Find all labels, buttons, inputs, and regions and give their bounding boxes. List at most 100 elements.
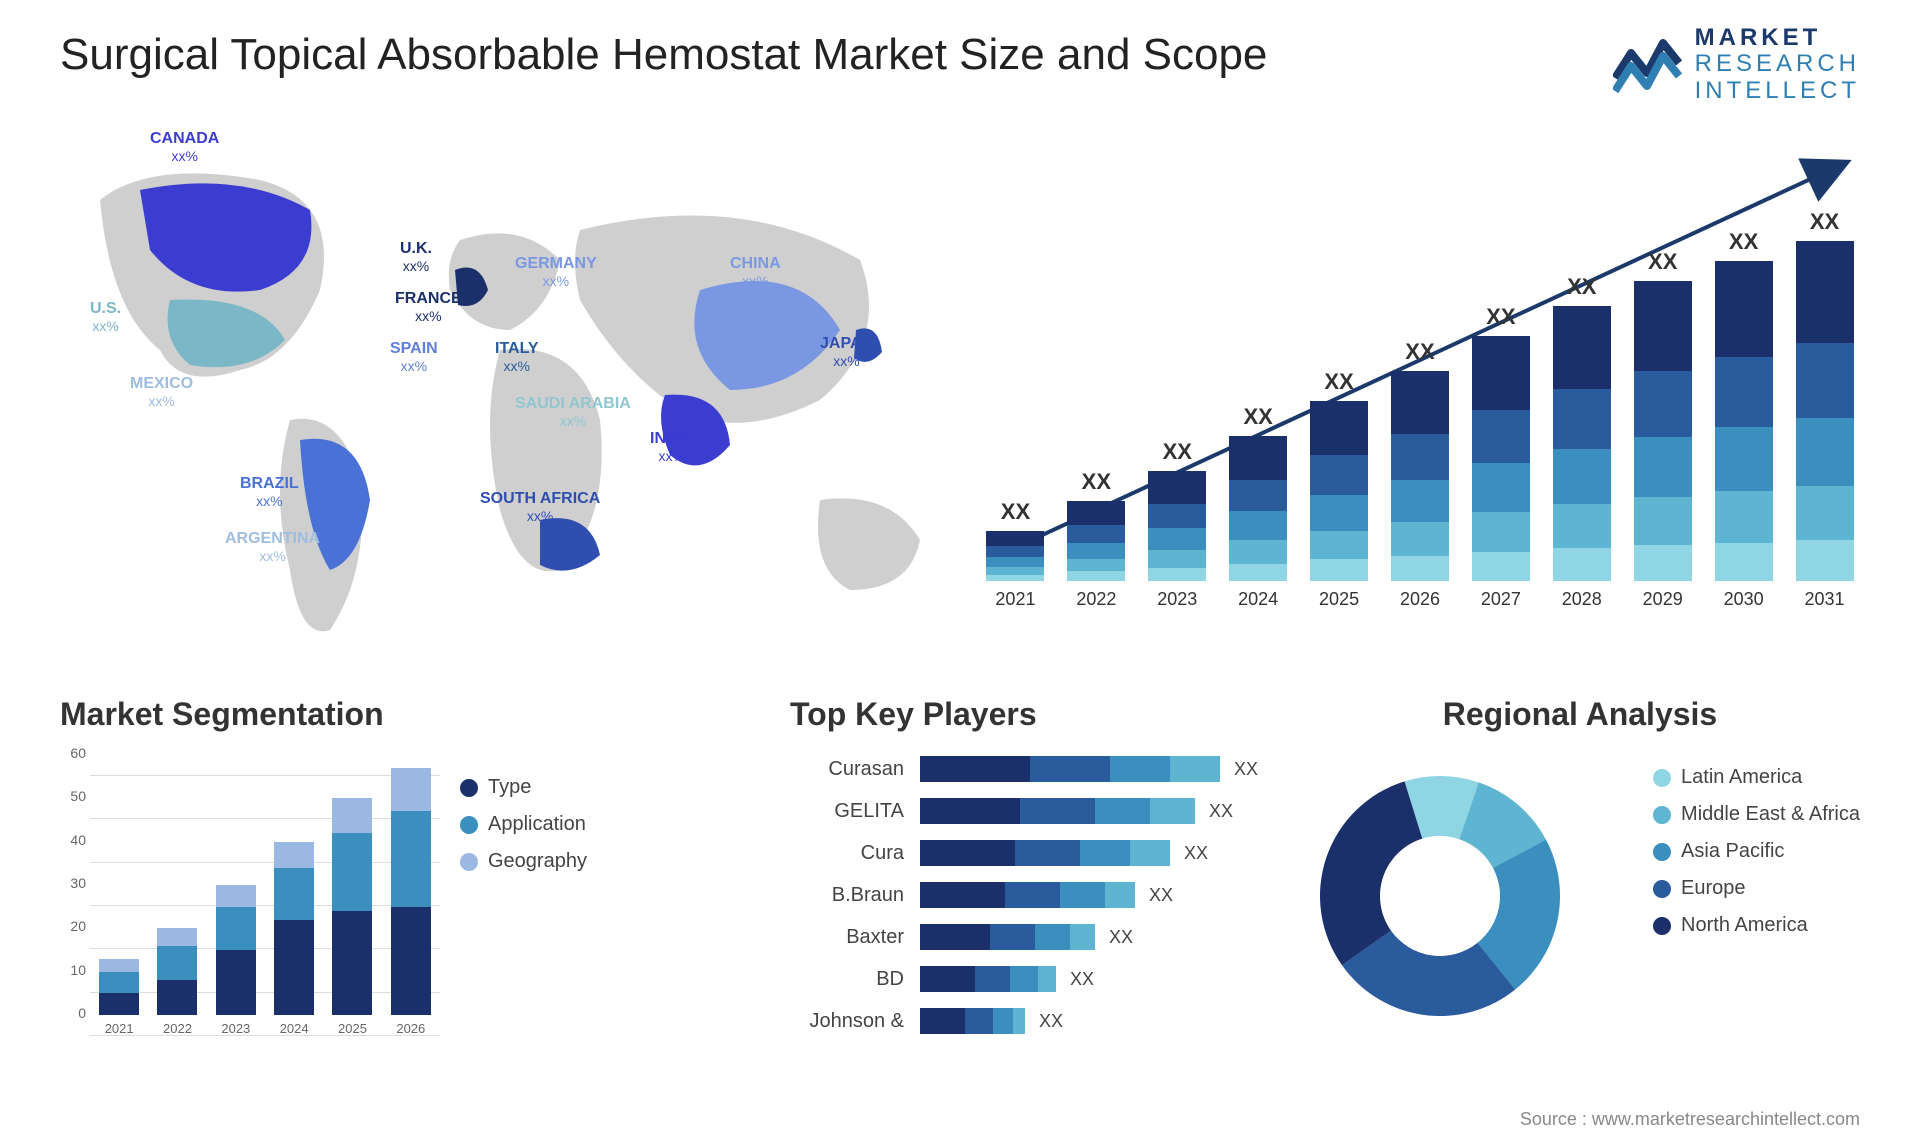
seg-ytick: 50 [70, 788, 86, 804]
country-label: MEXICOxx% [130, 375, 193, 409]
main-bar-group: XX2028 [1546, 274, 1617, 610]
country-label: U.K.xx% [400, 240, 432, 274]
key-player-value: XX [1070, 969, 1094, 990]
legend-item: Application [460, 813, 587, 836]
world-map: CANADAxx%U.S.xx%MEXICOxx%BRAZILxx%ARGENT… [60, 140, 960, 660]
seg-bar-segment [391, 768, 431, 811]
legend-label: Type [488, 776, 531, 799]
legend-swatch-icon [460, 779, 478, 797]
kp-bar-segment [1150, 798, 1195, 824]
kp-bar-segment [1010, 966, 1038, 992]
main-growth-chart: XX2021XX2022XX2023XX2024XX2025XX2026XX20… [980, 150, 1860, 650]
main-bar-group: XX2023 [1142, 439, 1213, 610]
country-label: CHINAxx% [730, 255, 781, 289]
seg-bar-group: 2025 [329, 798, 375, 1036]
bar-segment [1715, 543, 1773, 581]
kp-bar-segment [990, 924, 1035, 950]
legend-item: North America [1653, 914, 1860, 937]
bar-segment [1634, 545, 1692, 581]
bar-segment [1067, 501, 1125, 525]
bar-segment [1067, 543, 1125, 559]
kp-bar-segment [920, 756, 1030, 782]
segmentation-title: Market Segmentation [60, 696, 660, 733]
main-bar-group: XX2022 [1061, 469, 1132, 610]
kp-bar-segment [1005, 882, 1060, 908]
bar-segment [986, 546, 1044, 557]
legend-label: Europe [1681, 877, 1746, 900]
main-bar-value: XX [1567, 274, 1596, 300]
bar-segment [1229, 564, 1287, 581]
key-player-row: Johnson &XX [790, 1005, 1350, 1037]
bar-segment [1715, 491, 1773, 542]
seg-bar-group: 2022 [154, 928, 200, 1036]
bar-segment [1796, 343, 1854, 418]
seg-ytick: 40 [70, 832, 86, 848]
seg-bar-segment [391, 907, 431, 1015]
key-player-row: CuraXX [790, 837, 1350, 869]
kp-bar-segment [920, 966, 975, 992]
bar-segment [1310, 559, 1368, 581]
main-bar-value: XX [1729, 229, 1758, 255]
seg-bar-group: 2023 [213, 885, 259, 1036]
legend-item: Geography [460, 850, 587, 873]
kp-bar-segment [1030, 756, 1110, 782]
main-bar-value: XX [1001, 499, 1030, 525]
seg-year-label: 2023 [221, 1021, 250, 1036]
country-label: U.S.xx% [90, 300, 121, 334]
logo-text-2: RESEARCH [1695, 51, 1860, 77]
regional-donut-chart [1300, 756, 1580, 1041]
regional-legend: Latin AmericaMiddle East & AfricaAsia Pa… [1653, 766, 1860, 951]
page-title: Surgical Topical Absorbable Hemostat Mar… [60, 30, 1267, 80]
bar-segment [1148, 471, 1206, 504]
main-bar-year-label: 2024 [1238, 589, 1278, 610]
bar-segment [1553, 449, 1611, 504]
bar-segment [1796, 540, 1854, 581]
legend-label: Geography [488, 850, 587, 873]
main-bar-year-label: 2031 [1804, 589, 1844, 610]
main-bar-year-label: 2022 [1076, 589, 1116, 610]
main-bar-year-label: 2026 [1400, 589, 1440, 610]
country-label: ITALYxx% [495, 340, 539, 374]
segmentation-chart: 0102030405060 202120222023202420252026 [60, 776, 440, 1066]
bar-segment [1148, 528, 1206, 550]
bar-segment [1229, 540, 1287, 563]
seg-bar-segment [157, 928, 197, 945]
bar-segment [1472, 552, 1530, 581]
seg-bar-segment [216, 907, 256, 950]
seg-bar-segment [99, 972, 139, 994]
segmentation-legend: Type Application Geography [460, 776, 587, 887]
bar-segment [1310, 531, 1368, 560]
bar-segment [1229, 511, 1287, 540]
bar-segment [986, 557, 1044, 567]
country-label: CANADAxx% [150, 130, 219, 164]
legend-swatch-icon [1653, 843, 1671, 861]
key-player-name: B.Braun [790, 884, 920, 907]
bar-segment [1634, 371, 1692, 437]
legend-swatch-icon [1653, 917, 1671, 935]
main-bar-year-label: 2029 [1643, 589, 1683, 610]
kp-bar-segment [1013, 1008, 1025, 1034]
main-bar-year-label: 2021 [995, 589, 1035, 610]
key-player-row: BaxterXX [790, 921, 1350, 953]
main-bar-group: XX2031 [1789, 209, 1860, 610]
main-bar-group: XX2030 [1708, 229, 1779, 610]
bar-segment [986, 567, 1044, 575]
main-bar-group: XX2024 [1223, 404, 1294, 610]
country-label: INDIAxx% [650, 430, 694, 464]
seg-bar-segment [216, 950, 256, 1015]
key-player-value: XX [1234, 759, 1258, 780]
regional-title: Regional Analysis [1300, 696, 1860, 733]
main-bar-year-label: 2027 [1481, 589, 1521, 610]
main-bar-value: XX [1163, 439, 1192, 465]
seg-year-label: 2026 [396, 1021, 425, 1036]
seg-bar-segment [99, 959, 139, 972]
seg-bar-group: 2026 [388, 768, 434, 1036]
seg-bar-group: 2024 [271, 842, 317, 1036]
kp-bar-segment [1105, 882, 1135, 908]
kp-bar-segment [1035, 924, 1070, 950]
seg-bar-segment [157, 946, 197, 981]
key-player-row: BDXX [790, 963, 1350, 995]
bar-segment [1472, 410, 1530, 464]
key-player-row: GELITAXX [790, 795, 1350, 827]
key-player-name: Curasan [790, 758, 920, 781]
